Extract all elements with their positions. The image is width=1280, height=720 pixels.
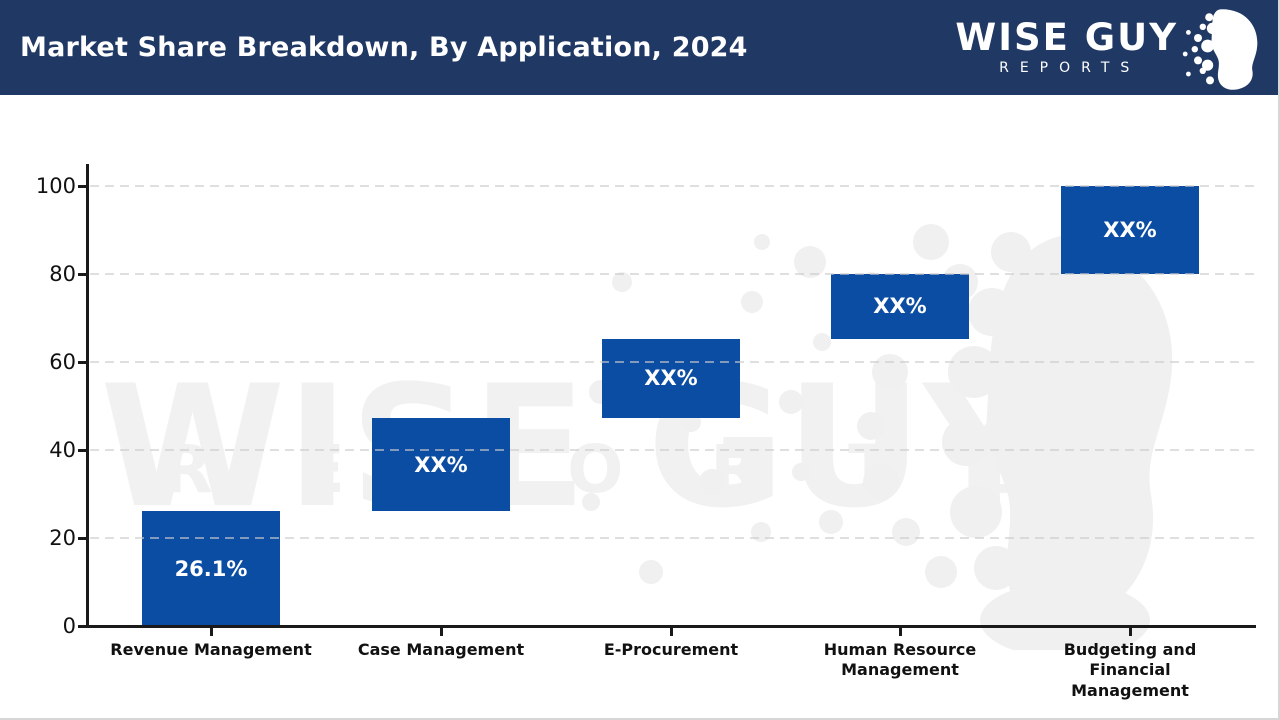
x-tick-mark	[1129, 627, 1132, 636]
category-label: Budgeting and Financial Management	[1063, 640, 1197, 700]
header-banner: Market Share Breakdown, By Application, …	[0, 0, 1278, 95]
logo-subtitle: REPORTS	[999, 60, 1141, 76]
watermark-wordmark: WISE GUY	[100, 349, 1047, 545]
y-gridline	[90, 273, 1256, 275]
y-tick-mark	[78, 625, 86, 628]
y-tick-mark	[78, 185, 86, 188]
x-axis-line	[85, 625, 1256, 628]
page-title: Market Share Breakdown, By Application, …	[20, 32, 748, 63]
category-label: Revenue Management	[110, 640, 312, 659]
y-tick-label: 20	[49, 526, 76, 550]
y-gridline	[90, 537, 1256, 539]
y-axis-line	[86, 164, 89, 627]
waterfall-bar: XX%	[602, 338, 740, 418]
wise-guy-reports-logo: WISE GUY REPORTS	[955, 6, 1262, 90]
y-tick-label: 0	[62, 614, 76, 638]
y-tick-label: 60	[49, 350, 76, 374]
category-label: Case Management	[357, 640, 525, 659]
waterfall-bar: XX%	[1061, 186, 1199, 274]
y-gridline	[90, 449, 1256, 451]
y-tick-label: 100	[35, 174, 76, 198]
y-tick-mark	[78, 273, 86, 276]
bar-value-label: XX%	[873, 294, 927, 319]
bar-value-label: XX%	[644, 366, 698, 391]
waterfall-bar: 26.1%	[142, 511, 280, 626]
x-tick-mark	[440, 627, 443, 636]
logo-text: WISE GUY REPORTS	[955, 19, 1178, 76]
bar-value-label: 26.1%	[174, 556, 248, 581]
y-tick-mark	[78, 449, 86, 452]
logo-wordmark: WISE GUY	[955, 16, 1178, 59]
category-label: Human Resource Management	[823, 640, 977, 680]
waterfall-bar: XX%	[372, 417, 510, 512]
waterfall-chart: WISE GUY R E P O R T S	[0, 95, 1278, 718]
x-tick-mark	[670, 627, 673, 636]
waterfall-bar: XX%	[831, 273, 969, 339]
y-tick-label: 80	[49, 262, 76, 286]
y-tick-mark	[78, 537, 86, 540]
bar-value-label: XX%	[414, 452, 468, 477]
y-tick-mark	[78, 361, 86, 364]
category-label: E-Procurement	[603, 640, 739, 659]
x-tick-mark	[899, 627, 902, 636]
y-tick-label: 40	[49, 438, 76, 462]
logo-head-icon	[1182, 8, 1258, 90]
y-gridline	[90, 361, 1256, 363]
y-gridline	[90, 185, 1256, 187]
x-tick-mark	[210, 627, 213, 636]
bar-value-label: XX%	[1103, 217, 1157, 242]
